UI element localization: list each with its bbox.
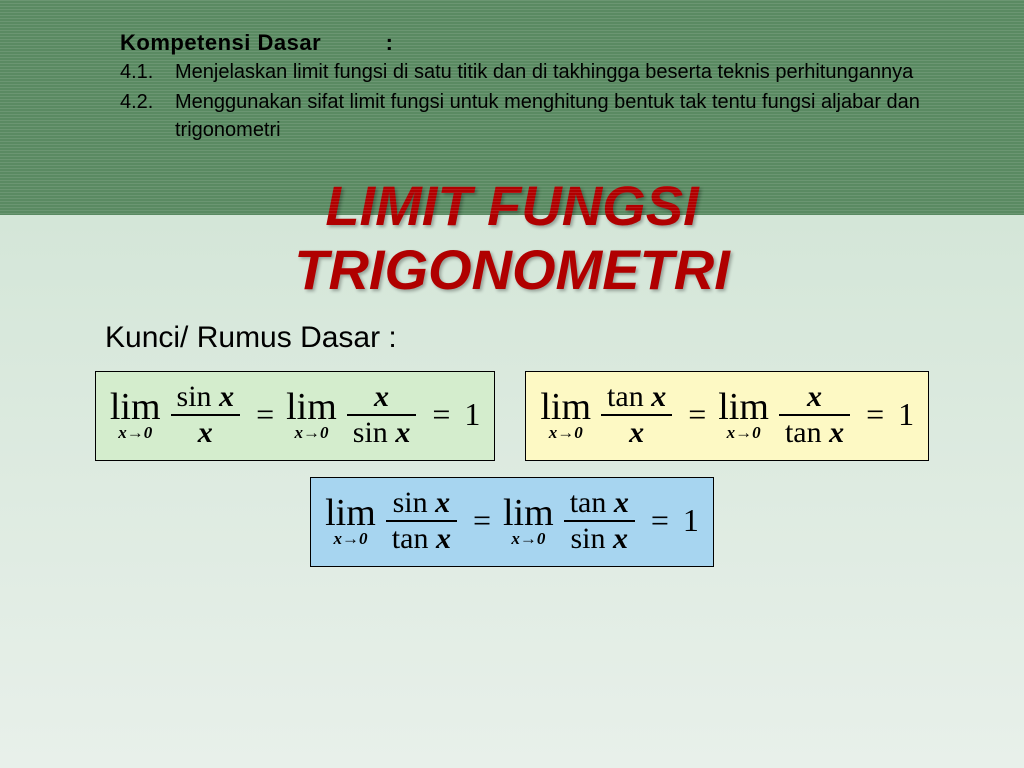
formula-row-2: lim x→0 sin x tan x = lim x→0 tan x sin …	[0, 477, 1024, 567]
result: 1	[464, 396, 480, 433]
fraction: sin x x	[171, 380, 241, 450]
lim-approach: x→0	[511, 530, 545, 547]
equals: =	[432, 396, 450, 433]
lim-approach: x→0	[727, 424, 761, 441]
header-colon: :	[386, 30, 394, 55]
equals: =	[688, 396, 706, 433]
numerator: tan x	[564, 486, 635, 520]
item-number: 4.1.	[120, 58, 175, 86]
equals: =	[256, 396, 274, 433]
formula-box-sin: lim x→0 sin x x = lim x→0 x sin x = 1	[95, 371, 496, 461]
competency-item-1: 4.1. Menjelaskan limit fungsi di satu ti…	[120, 58, 964, 86]
lim-approach: x→0	[333, 530, 367, 547]
item-text: Menggunakan sifat limit fungsi untuk men…	[175, 88, 964, 144]
numerator: tan x	[601, 380, 672, 414]
result: 1	[683, 502, 699, 539]
title-line-2: TRIGONOMETRI	[0, 238, 1024, 302]
lim-text: lim	[110, 388, 161, 426]
denominator: sin x	[565, 522, 635, 556]
denominator: sin x	[347, 416, 417, 450]
numerator: sin x	[171, 380, 241, 414]
formula-row-1: lim x→0 sin x x = lim x→0 x sin x = 1 li…	[0, 371, 1024, 461]
fraction: tan x x	[601, 380, 672, 450]
limit-operator: lim x→0	[540, 388, 591, 441]
fraction: x tan x	[779, 380, 850, 450]
equals: =	[473, 502, 491, 539]
header-title: Kompetensi Dasar	[120, 30, 321, 55]
item-text: Menjelaskan limit fungsi di satu titik d…	[175, 58, 964, 86]
numerator: x	[801, 380, 828, 414]
lim-text: lim	[286, 388, 337, 426]
equals: =	[651, 502, 669, 539]
lim-approach: x→0	[294, 424, 328, 441]
formula-box-tan: lim x→0 tan x x = lim x→0 x tan x = 1	[525, 371, 929, 461]
formula-box-sin-tan: lim x→0 sin x tan x = lim x→0 tan x sin …	[310, 477, 714, 567]
lim-text: lim	[718, 388, 769, 426]
lim-text: lim	[503, 494, 554, 532]
denominator: x	[623, 416, 650, 450]
limit-operator: lim x→0	[286, 388, 337, 441]
denominator: tan x	[386, 522, 457, 556]
lim-approach: x→0	[118, 424, 152, 441]
subtitle: Kunci/ Rumus Dasar :	[0, 303, 1024, 367]
fraction: x sin x	[347, 380, 417, 450]
denominator: x	[192, 416, 219, 450]
fraction: tan x sin x	[564, 486, 635, 556]
lim-text: lim	[325, 494, 376, 532]
limit-operator: lim x→0	[503, 494, 554, 547]
header-block: Kompetensi Dasar : 4.1. Menjelaskan limi…	[0, 0, 1024, 154]
numerator: sin x	[387, 486, 457, 520]
lim-approach: x→0	[549, 424, 583, 441]
limit-operator: lim x→0	[718, 388, 769, 441]
fraction: sin x tan x	[386, 486, 457, 556]
limit-operator: lim x→0	[325, 494, 376, 547]
result: 1	[898, 396, 914, 433]
equals: =	[866, 396, 884, 433]
numerator: x	[368, 380, 395, 414]
lim-text: lim	[540, 388, 591, 426]
competency-item-2: 4.2. Menggunakan sifat limit fungsi untu…	[120, 88, 964, 144]
limit-operator: lim x→0	[110, 388, 161, 441]
item-number: 4.2.	[120, 88, 175, 144]
denominator: tan x	[779, 416, 850, 450]
